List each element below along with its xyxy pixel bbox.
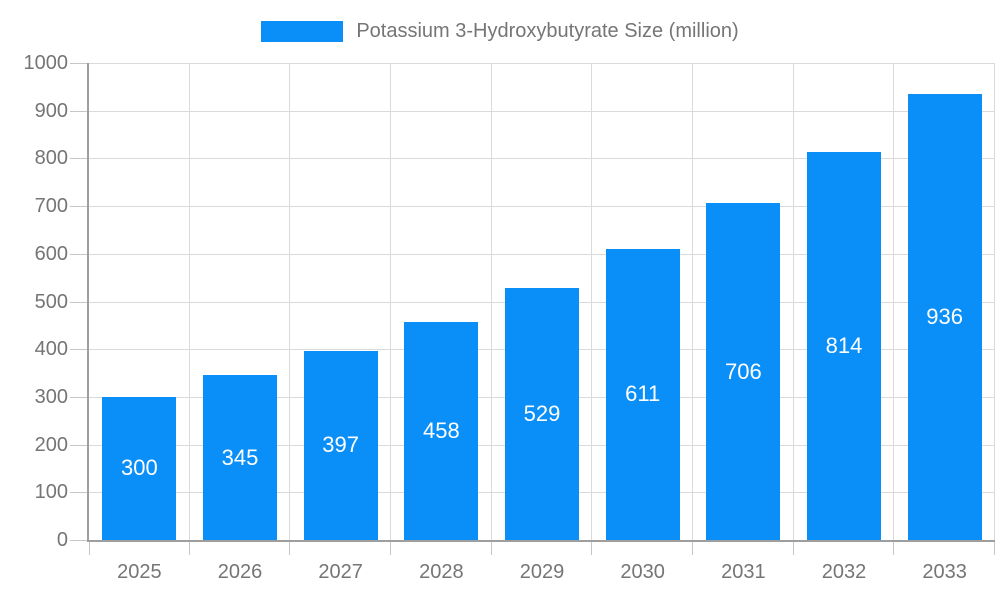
v-gridline [591,63,593,540]
bar-value-label: 611 [625,381,661,407]
bar-2032[interactable]: 814 [807,151,881,540]
x-axis-label: 2029 [519,561,565,583]
y-axis-label: 0 [56,529,68,551]
y-axis-label: 600 [34,242,68,265]
y-tick-mark [70,63,87,64]
x-tick-mark [994,542,995,555]
x-axis-label: 2030 [620,561,665,583]
bar-value-label: 936 [926,303,964,329]
y-tick-mark [70,158,87,160]
y-tick-mark [70,444,87,446]
bar-value-label: 706 [724,358,762,384]
y-tick-mark [70,206,87,208]
x-tick-mark [692,542,693,555]
y-axis-label: 500 [34,290,68,313]
y-tick-mark [70,301,87,303]
y-axis-label: 900 [34,99,68,122]
h-gridline [89,110,995,112]
y-axis-label: 400 [34,338,68,361]
y-tick-mark [70,253,87,255]
plot-area: 300 345 397 458 529 611 706 814 936 0 100 200 300 40… [24,52,995,583]
legend-swatch-icon [261,21,344,42]
v-gridline [188,63,190,540]
y-tick-mark [70,349,87,351]
x-axis-label: 2032 [821,561,867,583]
bar-2026[interactable]: 345 [203,375,277,540]
x-tick-mark [89,542,90,555]
bar-value-label: 529 [523,400,561,426]
x-axis-label: 2026 [217,561,263,583]
bars-layer: 300 345 397 458 529 611 706 814 936 [89,63,995,540]
bar-2029[interactable]: 529 [505,287,579,540]
x-tick-mark [792,542,794,555]
bar-2027[interactable]: 397 [303,350,378,540]
x-tick-mark [188,542,190,555]
y-tick-mark [70,396,87,398]
h-gridline [89,253,995,255]
bar-value-label: 345 [221,444,259,470]
y-axis-label: 100 [34,481,68,504]
legend[interactable]: Potassium 3-Hydroxybutyrate Size (millio… [0,20,1000,43]
x-axis-label: 2025 [117,561,162,583]
x-tick-mark [289,542,291,555]
legend-label: Potassium 3-Hydroxybutyrate Size (millio… [356,20,739,42]
bar-2031[interactable]: 706 [706,203,781,540]
x-axis-label: 2031 [721,561,766,583]
y-axis-label: 300 [34,385,68,408]
x-axis-label: 2028 [419,561,464,583]
v-gridline [390,63,391,540]
y-axis-label: 1000 [23,52,69,74]
h-gridline [89,158,995,160]
y-tick-mark [70,110,87,112]
bar-2028[interactable]: 458 [404,321,479,540]
v-gridline [893,63,895,540]
bar-value-label: 458 [422,417,460,443]
h-gridline [89,63,995,64]
y-axis-label: 200 [34,433,68,456]
x-axis-label: 2033 [922,561,967,583]
y-axis-label: 700 [34,195,68,218]
x-tick-mark [591,542,593,555]
y-axis-label: 800 [34,147,68,170]
axis-labels-layer: 0 100 200 300 400 500 600 700 800 900 1000 2025 2026… [24,52,995,583]
x-tick-mark [390,542,391,555]
bar-value-label: 300 [120,455,158,481]
x-axis-label: 2027 [318,561,363,583]
v-gridline [692,63,693,540]
bar-2025[interactable]: 300 [102,396,177,540]
bar-2033[interactable]: 936 [907,93,982,540]
bar-value-label: 397 [322,432,360,458]
x-tick-mark [893,542,895,555]
h-gridline [89,206,995,208]
bar-value-label: 814 [825,332,863,358]
v-gridline [289,63,291,540]
y-tick-mark [70,492,87,494]
x-tick-mark [490,542,492,555]
v-gridline [792,63,794,540]
bar-2030[interactable]: 611 [605,248,680,540]
y-tick-mark [70,540,87,541]
v-gridline [994,63,995,540]
v-gridline [490,63,492,540]
